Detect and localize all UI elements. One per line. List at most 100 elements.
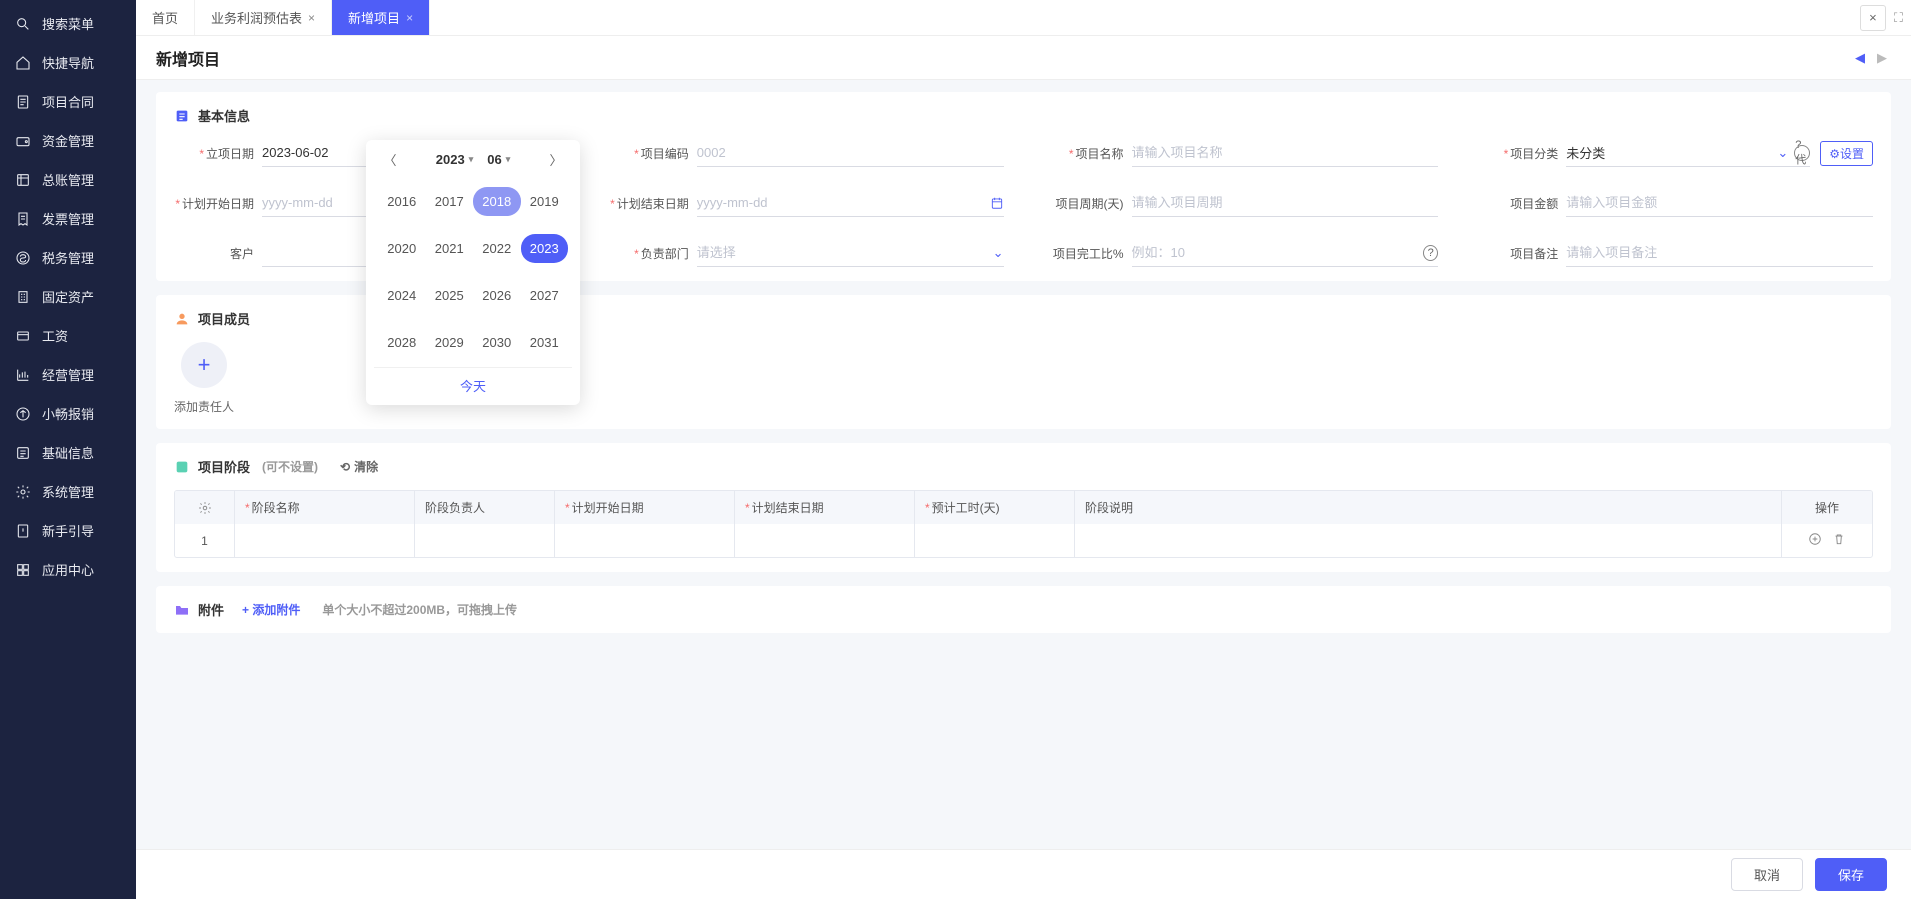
clear-button[interactable]: ⟲ 清除: [340, 458, 378, 475]
tab-bar: 首页 业务利润预估表× 新增项目× × ⛶: [136, 0, 1911, 36]
field-label: 客户: [230, 247, 254, 261]
sidebar: 搜索菜单 快捷导航 项目合同 资金管理 总账管理 发票管理 税务管理 固定资产 …: [0, 0, 136, 899]
sidebar-item-guide[interactable]: 新手引导: [0, 511, 136, 550]
sidebar-item-baseinfo[interactable]: 基础信息: [0, 433, 136, 472]
next-button[interactable]: 〉: [546, 150, 566, 169]
help-icon[interactable]: ?: [1423, 245, 1438, 261]
clear-label: 清除: [354, 458, 378, 475]
stage-table: *阶段名称 阶段负责人 *计划开始日期 *计划结束日期 *预计工时(天) 阶段说…: [174, 490, 1873, 558]
project-code-input[interactable]: 0002: [697, 139, 1004, 167]
sidebar-item-tax[interactable]: 税务管理: [0, 238, 136, 277]
tab-newproject[interactable]: 新增项目×: [332, 0, 430, 35]
field-label: 项目名称: [1075, 147, 1123, 161]
save-button[interactable]: 保存: [1815, 858, 1887, 891]
calendar-icon[interactable]: [990, 196, 1004, 210]
year-option[interactable]: 2021: [426, 234, 474, 263]
delete-row-icon[interactable]: [1832, 532, 1846, 549]
pct-input[interactable]: ?: [1132, 239, 1439, 267]
dept-field[interactable]: [697, 245, 987, 260]
receipt-icon: [14, 210, 32, 228]
amount-input[interactable]: [1566, 189, 1873, 217]
ledger-icon: [14, 171, 32, 189]
sidebar-item-search[interactable]: 搜索菜单: [0, 4, 136, 43]
add-member-button[interactable]: +: [181, 342, 227, 388]
project-name-input[interactable]: [1132, 139, 1439, 167]
close-icon[interactable]: ×: [406, 11, 413, 25]
amount-field[interactable]: [1566, 195, 1873, 210]
year-option[interactable]: 2025: [426, 281, 474, 310]
tab-home[interactable]: 首页: [136, 0, 195, 35]
year-option[interactable]: 2023: [521, 234, 569, 263]
remark-field[interactable]: [1566, 245, 1873, 260]
year-option[interactable]: 2030: [473, 328, 521, 357]
help-icon[interactable]: ?代: [1794, 145, 1810, 161]
prev-button[interactable]: 〈: [380, 150, 400, 169]
sidebar-item-apps[interactable]: 应用中心: [0, 550, 136, 589]
sidebar-item-invoice[interactable]: 发票管理: [0, 199, 136, 238]
remark-input[interactable]: [1566, 239, 1873, 267]
cell-owner[interactable]: [415, 524, 555, 557]
cancel-button[interactable]: 取消: [1731, 858, 1803, 891]
period-field[interactable]: [1132, 195, 1439, 210]
year-option[interactable]: 2029: [426, 328, 474, 357]
year-option[interactable]: 2017: [426, 187, 474, 216]
sidebar-item-operation[interactable]: 经营管理: [0, 355, 136, 394]
plan-end-input[interactable]: [697, 189, 1004, 217]
tab-profit[interactable]: 业务利润预估表×: [195, 0, 332, 35]
sidebar-item-ledger[interactable]: 总账管理: [0, 160, 136, 199]
year-option[interactable]: 2031: [521, 328, 569, 357]
period-input[interactable]: [1132, 189, 1439, 217]
year-option[interactable]: 2026: [473, 281, 521, 310]
year-option[interactable]: 2028: [378, 328, 426, 357]
add-row-icon[interactable]: [1808, 532, 1822, 549]
field-value: 2023-06-02: [262, 145, 329, 160]
th-owner: 阶段负责人: [415, 491, 555, 524]
setting-button[interactable]: ⚙设置: [1820, 141, 1873, 166]
sidebar-item-system[interactable]: 系统管理: [0, 472, 136, 511]
sidebar-item-assets[interactable]: 固定资产: [0, 277, 136, 316]
sidebar-item-quicknav[interactable]: 快捷导航: [0, 43, 136, 82]
month-dropdown[interactable]: 06: [487, 152, 510, 167]
year-dropdown[interactable]: 2023: [436, 152, 473, 167]
sidebar-item-funds[interactable]: 资金管理: [0, 121, 136, 160]
chevron-down-icon[interactable]: ⌄: [993, 245, 1004, 261]
year-option[interactable]: 2027: [521, 281, 569, 310]
chevron-down-icon[interactable]: ⌄: [1777, 145, 1788, 161]
field-label: 项目编码: [641, 147, 689, 161]
date-field[interactable]: [697, 195, 984, 210]
field-value: 未分类: [1566, 143, 1605, 162]
dept-select[interactable]: ⌄: [697, 239, 1004, 267]
cell-name[interactable]: [235, 524, 415, 557]
search-icon: [14, 15, 32, 33]
sidebar-item-salary[interactable]: 工资: [0, 316, 136, 355]
year-option[interactable]: 2019: [521, 187, 569, 216]
year-option[interactable]: 2018: [473, 187, 521, 216]
sidebar-item-contract[interactable]: 项目合同: [0, 82, 136, 121]
name-field[interactable]: [1132, 145, 1439, 160]
sidebar-label: 项目合同: [42, 92, 94, 111]
section-title: 项目阶段: [198, 457, 250, 476]
button-label: 设置: [1840, 147, 1864, 161]
year-option[interactable]: 2020: [378, 234, 426, 263]
project-category-select[interactable]: 未分类 ⌄ ?代: [1566, 139, 1810, 167]
cell-desc[interactable]: [1075, 524, 1782, 557]
nav-prev-icon[interactable]: ◀: [1851, 50, 1869, 66]
sidebar-item-expense[interactable]: 小畅报销: [0, 394, 136, 433]
gear-column[interactable]: [175, 491, 235, 524]
tax-icon: [14, 249, 32, 267]
cell-start[interactable]: [555, 524, 735, 557]
close-all-button[interactable]: ×: [1860, 5, 1886, 31]
nav-next-icon[interactable]: ▶: [1873, 50, 1891, 66]
th-start: *计划开始日期: [555, 491, 735, 524]
expand-icon[interactable]: ⛶: [1894, 10, 1903, 26]
pct-field[interactable]: [1132, 245, 1418, 260]
year-option[interactable]: 2016: [378, 187, 426, 216]
year-option[interactable]: 2022: [473, 234, 521, 263]
year-option[interactable]: 2024: [378, 281, 426, 310]
add-attachment-button[interactable]: + 添加附件: [242, 601, 300, 618]
cell-end[interactable]: [735, 524, 915, 557]
field-label: 项目周期(天): [1056, 197, 1124, 211]
cell-hours[interactable]: [915, 524, 1075, 557]
close-icon[interactable]: ×: [308, 11, 315, 25]
today-button[interactable]: 今天: [460, 379, 486, 394]
